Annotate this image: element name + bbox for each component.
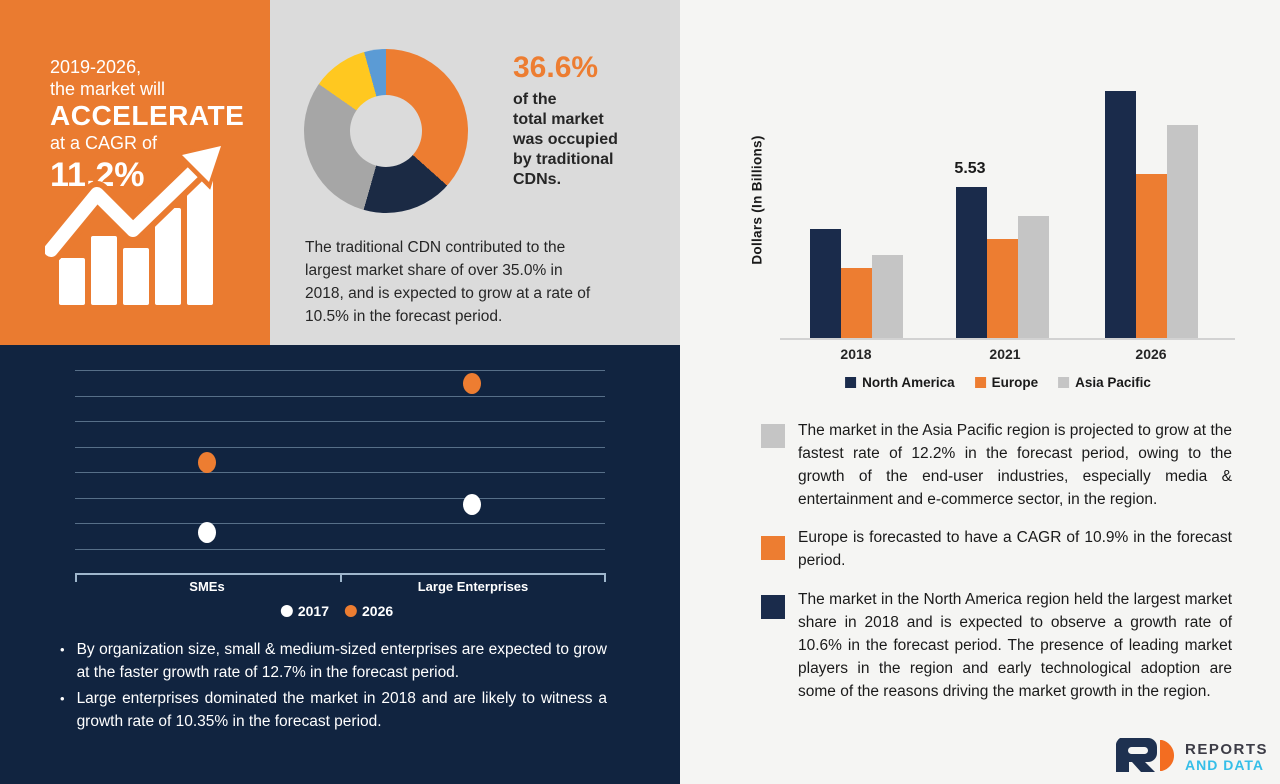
legend-label-asia-pacific: Asia Pacific	[1075, 375, 1151, 390]
org-size-bullets: • By organization size, small & medium-s…	[60, 638, 607, 736]
legend-swatch-north-america	[845, 377, 857, 388]
axis-tick	[340, 575, 342, 582]
gridline	[75, 446, 605, 448]
gridline	[75, 548, 605, 550]
note-swatch-europe	[761, 536, 785, 560]
axis-tick	[604, 575, 606, 582]
reports-and-data-logo: REPORTS AND DATA	[1115, 738, 1268, 777]
legend-label-2026: 2026	[362, 603, 394, 619]
legend-dot-2017-icon	[280, 605, 293, 617]
category-label-smes: SMEs	[189, 579, 225, 594]
bar-chart-axis	[780, 338, 1235, 340]
note-swatch-north-america	[761, 595, 785, 619]
data-point-2026-large-enterprises	[463, 372, 481, 394]
gridline	[75, 497, 605, 499]
gridline	[75, 395, 605, 397]
dot-plot-panel: 3.04 SMEs Large Enterprises 2017 2026 • …	[0, 345, 680, 784]
bar-europe-2018	[840, 267, 872, 338]
category-label-2018: 2018	[840, 346, 872, 362]
promo-panel: 2019-2026, the market will ACCELERATE at…	[0, 0, 270, 345]
bar-north-america-2026	[1104, 90, 1136, 338]
dot-plot-legend: 2017 2026	[280, 603, 393, 619]
logo-subtitle: AND DATA	[1185, 757, 1265, 773]
bullet-item: • By organization size, small & medium-s…	[60, 638, 607, 684]
bar-north-america-2021	[955, 186, 987, 338]
category-label-2021: 2021	[989, 346, 1021, 362]
bar-asia-pacific-2026	[1166, 125, 1198, 338]
legend-item-2026: 2026	[345, 603, 393, 619]
note-text-europe: Europe is forecasted to have a CAGR of 1…	[798, 529, 1232, 569]
bar-europe-2021	[986, 238, 1018, 338]
bar-chart-legend: North America Europe Asia Pacific	[845, 375, 1151, 390]
logo-mark-icon	[1115, 738, 1178, 777]
donut-caption-line: total market	[513, 111, 604, 128]
bullet-dot-icon: •	[60, 642, 65, 657]
promo-accelerate: ACCELERATE	[50, 100, 245, 131]
logo-title: REPORTS	[1185, 741, 1269, 758]
donut-caption-line: was occupied	[513, 131, 618, 148]
legend-label-europe: Europe	[991, 375, 1039, 390]
axis-tick	[75, 575, 77, 582]
legend-label-2017: 2017	[297, 603, 329, 619]
category-label-2026: 2026	[1135, 346, 1167, 362]
note-swatch-asia-pacific	[761, 424, 785, 448]
donut-caption-line: by traditional	[513, 151, 614, 168]
gridline	[75, 370, 605, 371]
logo-text: REPORTS AND DATA	[1185, 742, 1268, 773]
growth-arrow-icon	[38, 142, 230, 310]
promo-line2: the market will	[50, 79, 166, 99]
bullet-dot-icon: •	[60, 691, 65, 706]
bullet-text: By organization size, small & medium-siz…	[76, 641, 607, 681]
regional-panel: Dollars (In Billions) 5.53 2018 2021 202…	[680, 0, 1280, 784]
note-text-asia-pacific: The market in the Asia Pacific region is…	[798, 422, 1232, 508]
donut-hole	[350, 95, 422, 167]
data-point-2026-smes	[198, 451, 216, 473]
bar-asia-pacific-2021	[1017, 215, 1049, 338]
gridline	[75, 523, 605, 524]
bar-north-america-2018	[809, 229, 841, 338]
legend-swatch-europe	[974, 377, 986, 388]
bar-value-label: 5.53	[954, 160, 986, 177]
dot-plot-axis	[75, 573, 606, 575]
bar-chart-y-axis-label: Dollars (In Billions)	[749, 135, 765, 265]
donut-caption-line: CDNs.	[513, 171, 562, 188]
legend-label-north-america: North America	[862, 375, 955, 390]
donut-headline-percent: 36.6%	[513, 51, 599, 84]
legend-swatch-asia-pacific	[1058, 377, 1070, 388]
bar-asia-pacific-2018	[871, 255, 903, 338]
donut-callout: 36.6% of the total market was occupied b…	[513, 52, 618, 190]
promo-period: 2019-2026,	[50, 57, 142, 77]
legend-item-asia-pacific: Asia Pacific	[1058, 375, 1151, 390]
gridline	[75, 472, 605, 473]
donut-paragraph: The traditional CDN contributed to the l…	[305, 239, 591, 325]
category-label-large-enterprises: Large Enterprises	[417, 579, 529, 594]
data-point-2017-large-enterprises	[463, 494, 481, 516]
legend-item-europe: Europe	[974, 375, 1039, 390]
bullet-text: Large enterprises dominated the market i…	[76, 690, 607, 730]
promo-line4: at a CAGR of	[50, 133, 158, 153]
legend-item-2017: 2017	[280, 603, 329, 619]
note-text-north-america: The market in the North America region h…	[798, 591, 1232, 700]
bullet-item: • Large enterprises dominated the market…	[60, 687, 607, 733]
dot-plot: 3.04 SMEs Large Enterprises 2017 2026	[0, 345, 680, 784]
donut-caption-line: of the	[513, 91, 557, 108]
bar-europe-2026	[1135, 174, 1167, 338]
legend-dot-2026-icon	[345, 605, 357, 617]
legend-item-north-america: North America	[845, 375, 955, 390]
data-point-2017-smes	[198, 522, 216, 544]
gridline	[75, 421, 605, 422]
